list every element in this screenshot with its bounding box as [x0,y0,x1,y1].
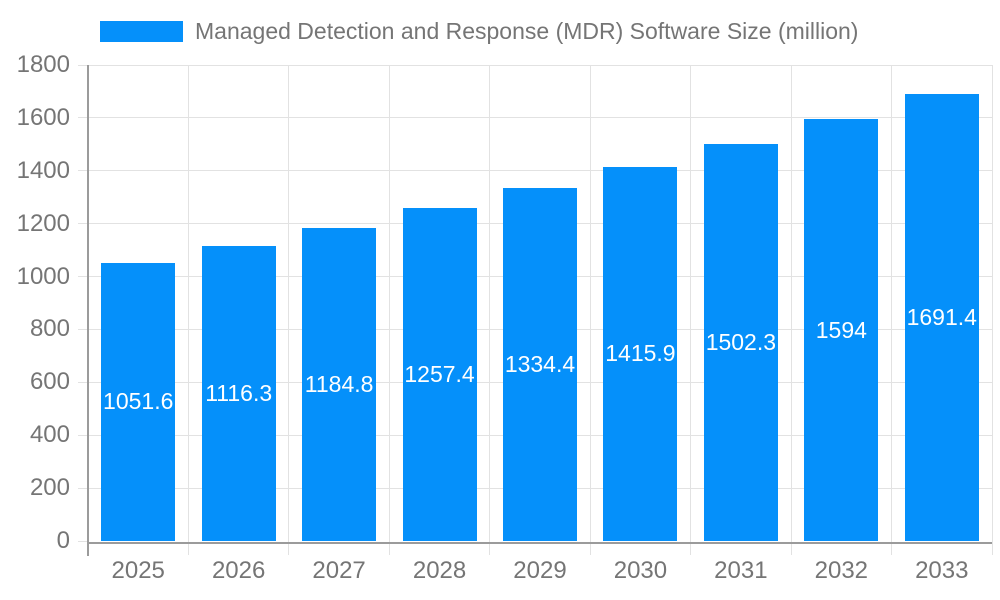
y-axis-tick [78,328,88,330]
y-axis-tick [78,64,88,66]
bar [503,188,577,541]
x-axis-label: 2033 [915,557,969,584]
gridline-vertical [790,65,792,541]
gridline-horizontal [88,117,992,119]
bar-value-label: 1051.6 [103,388,174,415]
x-axis-label: 2026 [211,557,266,584]
gridline-vertical [891,65,893,541]
bar-value-label: 1415.9 [605,340,676,367]
legend-label: Managed Detection and Response (MDR) Sof… [195,18,859,44]
bar [703,143,778,541]
y-axis-label: 1200 [16,209,70,237]
y-axis-tick [78,487,88,489]
gridline-vertical [991,65,993,541]
gridline-vertical [187,65,189,541]
bar-value-label: 1116.3 [205,379,273,406]
bar [201,245,276,541]
gridline-horizontal [88,170,992,172]
y-axis-label: 800 [29,315,70,343]
x-axis-line [86,541,992,544]
x-axis-tick [489,541,491,555]
y-axis-tick [78,117,88,119]
y-axis-label: 1600 [16,103,70,131]
bar-value-label: 1334.4 [504,351,576,378]
y-axis-tick [78,170,88,172]
legend-swatch [100,21,183,42]
x-axis-label: 2030 [613,557,668,584]
bar-value-label: 1691.4 [906,303,977,330]
bar [402,208,477,541]
y-axis-tick [78,276,88,278]
gridline-horizontal [88,64,992,66]
x-axis-tick [790,541,792,555]
y-axis-tick [78,540,88,542]
y-axis-tick [78,434,88,436]
y-axis-label: 1800 [16,51,70,78]
x-axis-label: 2029 [513,557,567,584]
bar [804,119,879,541]
x-axis-tick [589,541,591,555]
y-axis-tick [78,223,88,225]
gridline-vertical [690,65,692,541]
bar [904,93,979,541]
x-axis-tick [388,541,390,555]
y-axis-label: 1000 [16,262,70,290]
y-axis-label: 0 [56,527,70,554]
gridline-vertical [388,65,390,541]
y-axis-label: 200 [29,474,70,502]
bar [302,227,377,541]
x-axis-label: 2027 [312,557,366,584]
y-axis-label: 600 [29,368,70,396]
y-axis-label: 400 [29,421,70,449]
x-axis-label: 2025 [111,557,165,584]
y-axis-line [86,65,89,556]
x-axis-tick [288,541,290,555]
y-axis-tick [78,381,88,383]
x-axis-label: 2032 [814,557,869,584]
y-axis-label: 1400 [16,156,70,184]
x-axis-tick [187,541,189,555]
x-axis-tick [891,541,893,555]
x-axis-label: 2031 [714,557,768,584]
gridline-vertical [589,65,591,541]
bar-value-label: 1594 [815,316,867,343]
x-axis-tick [690,541,692,555]
bar [101,262,176,541]
bar [603,166,678,541]
gridline-vertical [288,65,290,541]
x-axis-label: 2028 [412,557,467,584]
gridline-vertical [489,65,491,541]
bar-value-label: 1502.3 [705,328,777,355]
bar-value-label: 1257.4 [404,361,475,388]
x-axis-tick [991,541,993,555]
bar-value-label: 1184.8 [304,370,374,397]
legend[interactable]: Managed Detection and Response (MDR) Sof… [100,18,858,45]
